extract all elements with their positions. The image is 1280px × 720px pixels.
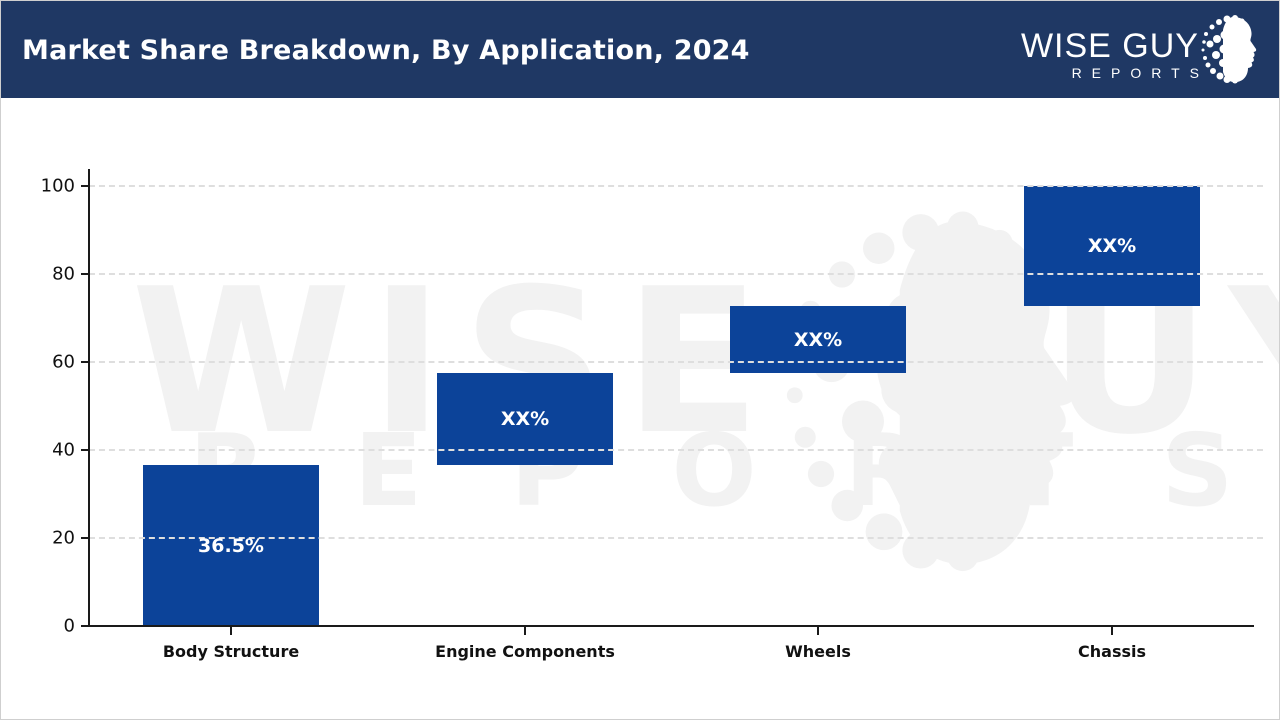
x-category-label-engine-components: Engine Components xyxy=(435,642,615,661)
y-tick-label-40: 40 xyxy=(52,439,75,461)
x-tick-engine-components xyxy=(524,627,526,635)
bar-value-label-wheels: XX% xyxy=(793,328,843,351)
bar-body-structure xyxy=(143,465,319,626)
y-tick-80 xyxy=(81,273,89,275)
logo-wordmark: WISE GUY xyxy=(1020,27,1199,65)
y-tick-label-80: 80 xyxy=(52,263,75,285)
x-tick-wheels xyxy=(817,627,819,635)
x-category-label-body-structure: Body Structure xyxy=(162,642,300,661)
watermark-face-icon xyxy=(786,211,1075,572)
logo-face-icon xyxy=(1201,15,1257,84)
bar-value-label-engine-components: XX% xyxy=(500,408,550,431)
bar-value-label-chassis: XX% xyxy=(1087,235,1137,258)
y-tick-label-20: 20 xyxy=(52,527,75,549)
chart-title: Market Share Breakdown, By Application, … xyxy=(22,35,750,66)
y-tick-label-60: 60 xyxy=(52,351,75,373)
y-tick-20 xyxy=(81,537,89,539)
header-bar: Market Share Breakdown, By Application, … xyxy=(1,1,1279,98)
y-tick-0 xyxy=(81,625,89,627)
y-tick-100 xyxy=(81,185,89,187)
y-tick-label-100: 100 xyxy=(40,175,75,197)
y-axis-line xyxy=(88,169,90,627)
x-category-label-wheels: Wheels xyxy=(785,642,851,661)
bar-value-label-body-structure: 36.5% xyxy=(198,534,264,557)
gridline-60 xyxy=(89,361,1263,363)
x-category-label-chassis: Chassis xyxy=(1078,642,1146,661)
logo-text: WISE GUY REPORTS xyxy=(1021,29,1199,81)
gridline-100 xyxy=(89,185,1263,187)
x-axis-line xyxy=(86,625,1254,627)
gridline-80 xyxy=(89,273,1263,275)
logo-subtitle: REPORTS xyxy=(1071,65,1209,81)
watermark-text-line2: REPORTS xyxy=(189,412,1280,529)
wise-guy-logo: WISE GUY REPORTS xyxy=(1007,7,1267,93)
bar-chassis xyxy=(1024,186,1200,307)
y-tick-label-0: 0 xyxy=(63,615,75,637)
y-tick-60 xyxy=(81,361,89,363)
gridline-20 xyxy=(89,537,1263,539)
x-tick-body-structure xyxy=(230,627,232,635)
x-tick-chassis xyxy=(1111,627,1113,635)
gridline-40 xyxy=(89,449,1263,451)
y-tick-40 xyxy=(81,449,89,451)
